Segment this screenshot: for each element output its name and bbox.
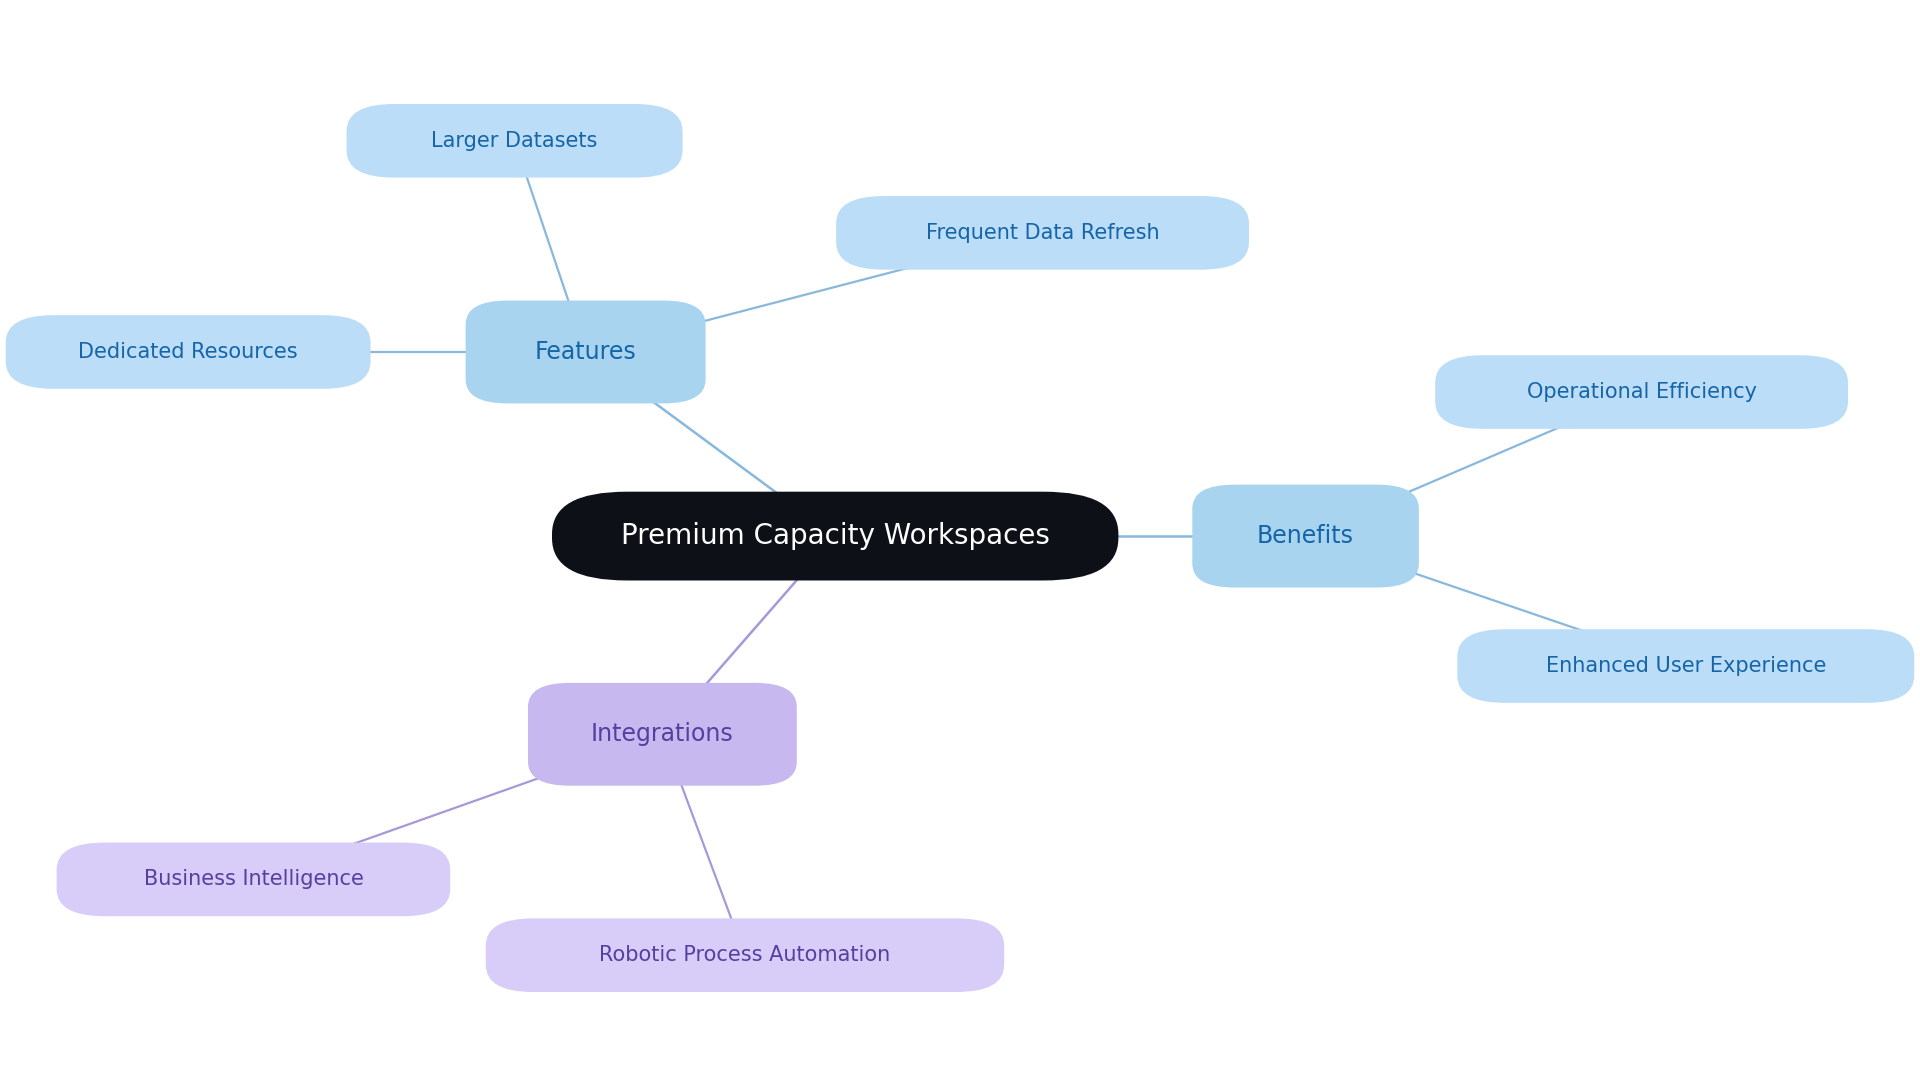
Text: Frequent Data Refresh: Frequent Data Refresh <box>925 223 1160 243</box>
Text: Benefits: Benefits <box>1258 524 1354 548</box>
Text: Premium Capacity Workspaces: Premium Capacity Workspaces <box>620 522 1050 550</box>
FancyBboxPatch shape <box>465 300 707 403</box>
Text: Business Intelligence: Business Intelligence <box>144 870 363 889</box>
FancyBboxPatch shape <box>348 104 684 178</box>
FancyBboxPatch shape <box>553 492 1117 580</box>
Text: Robotic Process Automation: Robotic Process Automation <box>599 945 891 965</box>
Text: Enhanced User Experience: Enhanced User Experience <box>1546 656 1826 676</box>
FancyBboxPatch shape <box>6 315 371 389</box>
Text: Dedicated Resources: Dedicated Resources <box>79 342 298 362</box>
FancyBboxPatch shape <box>486 918 1004 992</box>
Text: Integrations: Integrations <box>591 722 733 746</box>
Text: Features: Features <box>536 340 636 364</box>
FancyBboxPatch shape <box>1192 485 1419 587</box>
FancyBboxPatch shape <box>1434 355 1847 429</box>
FancyBboxPatch shape <box>1457 629 1914 703</box>
Text: Operational Efficiency: Operational Efficiency <box>1526 382 1757 402</box>
Text: Larger Datasets: Larger Datasets <box>432 131 597 151</box>
FancyBboxPatch shape <box>58 843 449 916</box>
FancyBboxPatch shape <box>528 682 797 786</box>
FancyBboxPatch shape <box>837 196 1248 270</box>
